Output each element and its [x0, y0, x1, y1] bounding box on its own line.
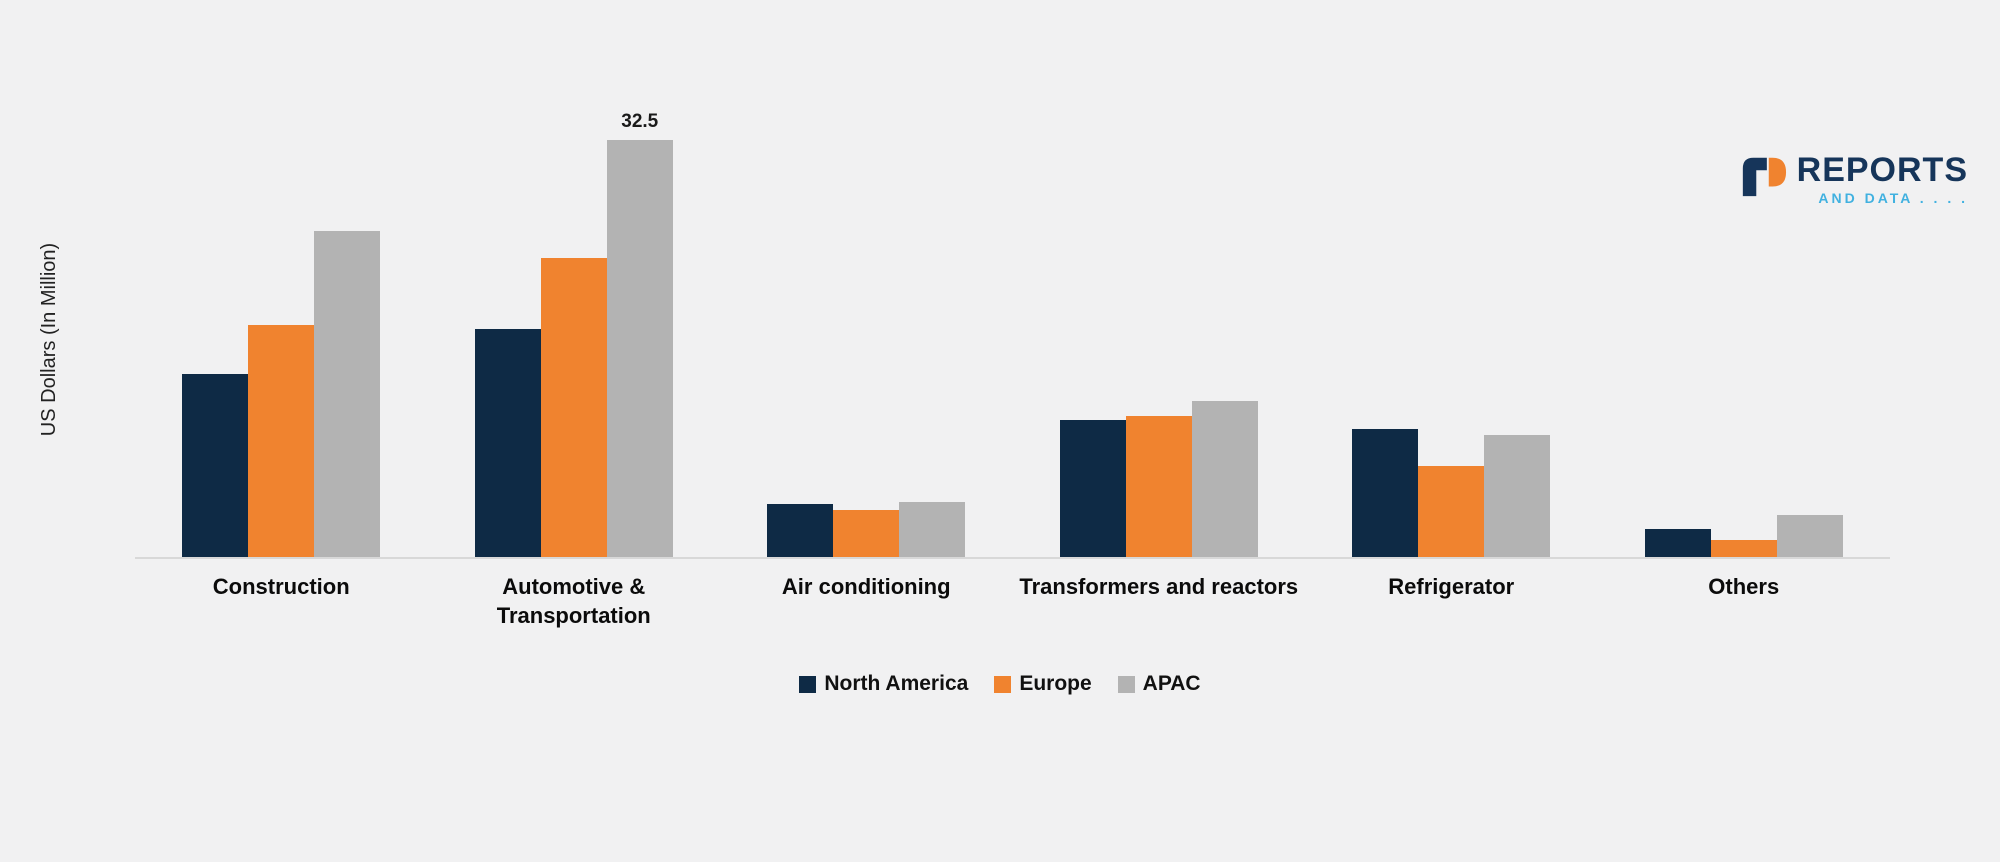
plot-area: 32.5 — [135, 111, 1891, 559]
category-label-automotive-transportation: Automotive & Transportation — [496, 574, 651, 628]
bar-group-air-conditioning — [720, 501, 1013, 557]
category-label-transformers-and-reactors: Transformers and reactors — [1019, 574, 1299, 599]
category-label-others: Others — [1708, 574, 1780, 599]
bar-europe-transformers-and-reactors — [1125, 415, 1192, 557]
legend-swatch-apac — [1117, 675, 1135, 693]
bar-europe-others — [1710, 540, 1777, 557]
legend-label-north-america: North America — [824, 672, 969, 696]
rd-logo-icon — [1742, 157, 1786, 197]
reports-and-data-logo: REPORTS AND DATA . . . . — [1739, 153, 1968, 206]
category-label-refrigerator: Refrigerator — [1388, 574, 1515, 599]
bar-apac-construction — [314, 231, 381, 557]
bar-north-america-others — [1644, 528, 1711, 557]
legend-item-north-america: North America — [799, 672, 968, 696]
legend-item-europe: Europe — [994, 672, 1092, 696]
bar-europe-automotive-transportation — [540, 258, 607, 557]
logo-text: REPORTS AND DATA . . . . — [1797, 153, 1968, 206]
bar-north-america-refrigerator — [1352, 428, 1419, 557]
category-label-air-conditioning: Air conditioning — [781, 574, 951, 599]
x-axis-category-labels: Construction Automotive & Transportation Ai… — [135, 573, 1890, 630]
bar-group-others — [1598, 514, 1891, 557]
legend: North America Europe APAC — [0, 672, 2000, 696]
bar-apac-refrigerator — [1484, 435, 1551, 557]
bar-apac-air-conditioning — [899, 501, 966, 557]
bar-group-refrigerator — [1305, 428, 1598, 557]
y-axis-label: US Dollars (In Million) — [38, 242, 61, 436]
bar-north-america-transformers-and-reactors — [1059, 419, 1126, 557]
bar-group-automotive-transportation: 32.5 — [428, 111, 721, 557]
bar-apac-others — [1776, 514, 1843, 557]
bar-europe-construction — [248, 324, 315, 557]
bar-apac-transformers-and-reactors — [1191, 400, 1258, 557]
bar-north-america-automotive-transportation — [474, 328, 541, 557]
logo-line1: REPORTS — [1796, 151, 1968, 189]
bar-group-construction — [135, 231, 428, 557]
legend-label-apac: APAC — [1142, 672, 1201, 696]
y-axis-label-box: US Dollars (In Million) — [30, 121, 70, 557]
logo-line2: AND DATA . . . . — [1818, 190, 1968, 206]
bar-north-america-air-conditioning — [767, 504, 834, 557]
bar-apac-automotive-transportation: 32.5 — [606, 111, 673, 557]
legend-swatch-europe — [994, 675, 1012, 693]
bar-chart: US Dollars (In Million) 32.5 Constructio… — [39, 111, 1891, 630]
data-label: 32.5 — [621, 111, 659, 133]
bar-europe-air-conditioning — [833, 509, 900, 557]
legend-swatch-north-america — [799, 675, 817, 693]
bar-north-america-construction — [182, 373, 249, 557]
bar-europe-refrigerator — [1418, 465, 1485, 557]
legend-item-apac: APAC — [1117, 672, 1201, 696]
category-label-construction: Construction — [212, 574, 350, 599]
legend-label-europe: Europe — [1019, 672, 1092, 696]
bar-group-transformers-and-reactors — [1013, 400, 1306, 557]
